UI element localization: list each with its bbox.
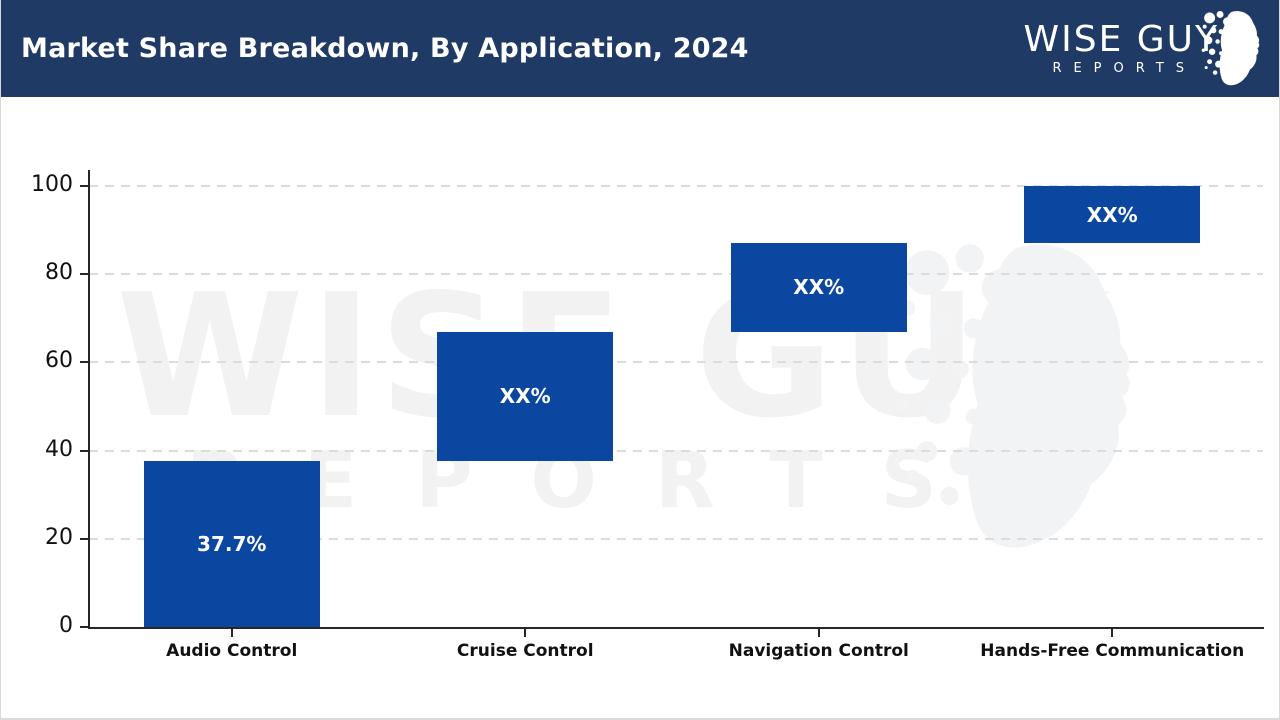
logo-text: WISE GUY REPORTS	[1023, 19, 1220, 77]
y-tick-mark	[80, 273, 88, 276]
gridline	[89, 537, 1263, 540]
logo-subtitle: REPORTS	[1052, 61, 1197, 76]
bar-value-label: 37.7%	[197, 531, 267, 556]
x-tick-mark	[230, 629, 233, 637]
bar: XX%	[437, 331, 614, 461]
y-tick-mark	[80, 537, 88, 540]
y-tick-label: 0	[59, 613, 73, 638]
y-tick-label: 20	[45, 524, 73, 550]
header-bar: Market Share Breakdown, By Application, …	[1, 0, 1279, 97]
y-tick-mark	[80, 361, 88, 364]
bar: 37.7%	[143, 460, 320, 627]
plot-area: 0 20 40 60 80 100 37.7% Audio Control XX% Cruise …	[1, 97, 1279, 718]
x-category-label: Hands-Free Communication	[980, 641, 1245, 661]
y-tick-label: 40	[45, 436, 73, 462]
bar-value-label: XX%	[1086, 202, 1138, 227]
y-tick-label: 60	[45, 348, 73, 374]
gridline	[89, 185, 1263, 187]
gridline	[89, 361, 1263, 364]
y-axis-line	[88, 170, 90, 629]
x-tick-mark	[524, 629, 527, 637]
x-category-label: Audio Control	[166, 641, 298, 661]
y-tick-mark	[80, 449, 88, 452]
bar: XX%	[730, 243, 907, 332]
x-category-label: Cruise Control	[456, 641, 594, 661]
x-tick-mark	[1111, 629, 1114, 637]
bar-value-label: XX%	[793, 275, 845, 300]
x-tick-mark	[817, 629, 820, 637]
x-axis-line	[88, 627, 1264, 629]
bar: XX%	[1024, 186, 1201, 244]
page-title: Market Share Breakdown, By Application, …	[21, 33, 749, 64]
logo-wordmark: WISE GUY	[1023, 19, 1219, 60]
y-tick-mark	[80, 185, 88, 187]
gridline	[89, 273, 1263, 276]
y-tick-label: 100	[31, 172, 73, 197]
y-tick-mark	[80, 626, 88, 628]
bar-value-label: XX%	[499, 384, 551, 409]
gridline	[89, 449, 1263, 452]
y-tick-label: 80	[45, 260, 73, 286]
wise-guy-reports-logo: WISE GUY REPORTS	[1024, 8, 1272, 90]
x-category-label: Navigation Control	[728, 641, 909, 661]
